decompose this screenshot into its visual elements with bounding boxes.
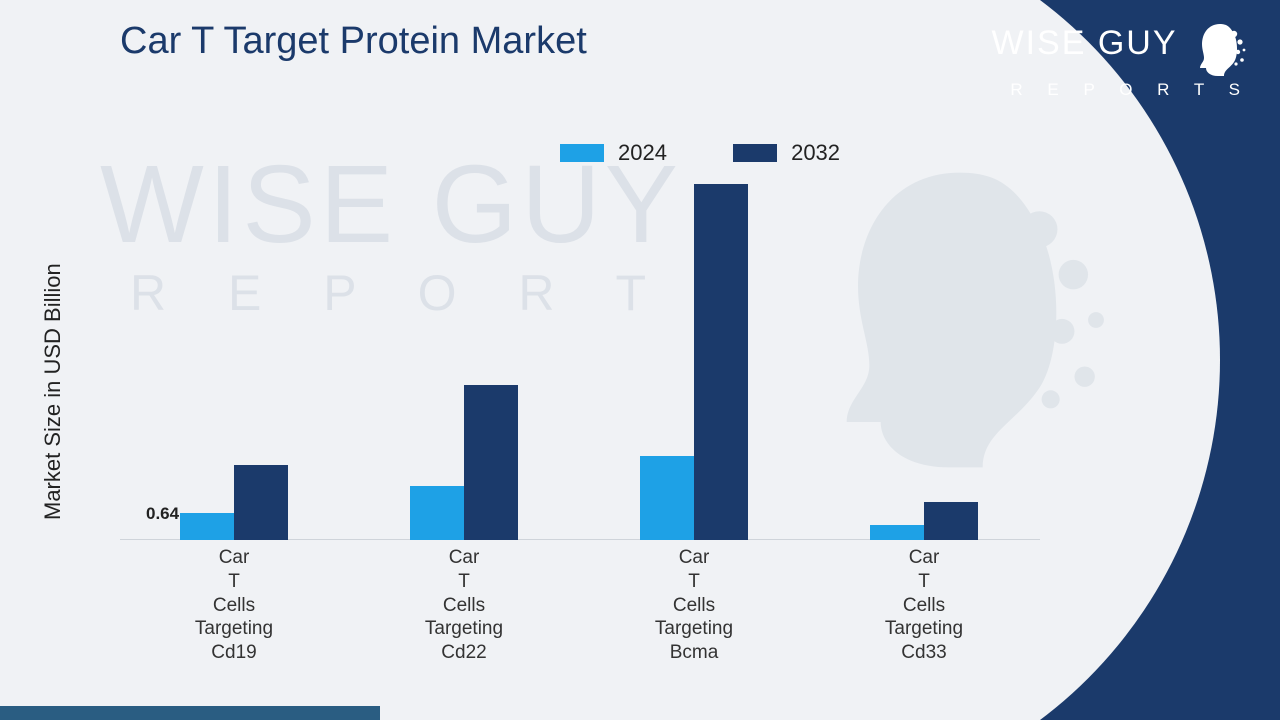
x-tick-label: CarTCellsTargetingCd33	[874, 546, 974, 665]
head-profile-icon	[1190, 20, 1250, 80]
legend-swatch-2032	[733, 144, 777, 162]
x-tick-label: CarTCellsTargetingBcma	[644, 546, 744, 665]
brand-logo: WISE GUY R E P O R T S	[992, 20, 1250, 100]
legend-item-2024: 2024	[560, 140, 667, 166]
x-tick-label: CarTCellsTargetingCd19	[184, 546, 284, 665]
bar-2032	[924, 502, 978, 540]
legend-item-2032: 2032	[733, 140, 840, 166]
legend-label-2024: 2024	[618, 140, 667, 166]
chart-title: Car T Target Protein Market	[120, 20, 587, 63]
legend: 2024 2032	[560, 140, 900, 168]
brand-line2: R E P O R T S	[992, 80, 1250, 100]
chart-area: 0.64	[120, 180, 1040, 540]
x-tick-label: CarTCellsTargetingCd22	[414, 546, 514, 665]
value-label: 0.64	[146, 504, 179, 524]
legend-label-2032: 2032	[791, 140, 840, 166]
bar-2024	[180, 513, 234, 540]
bottom-accent-bar	[0, 706, 380, 720]
legend-swatch-2024	[560, 144, 604, 162]
bar-2024	[640, 456, 694, 540]
bar-2032	[694, 184, 748, 540]
brand-line1: WISE GUY	[992, 24, 1178, 62]
bar-2024	[410, 486, 464, 540]
bar-2032	[234, 465, 288, 540]
bar-2032	[464, 385, 518, 540]
bar-2024	[870, 525, 924, 540]
y-axis-label: Market Size in USD Billion	[40, 263, 66, 520]
